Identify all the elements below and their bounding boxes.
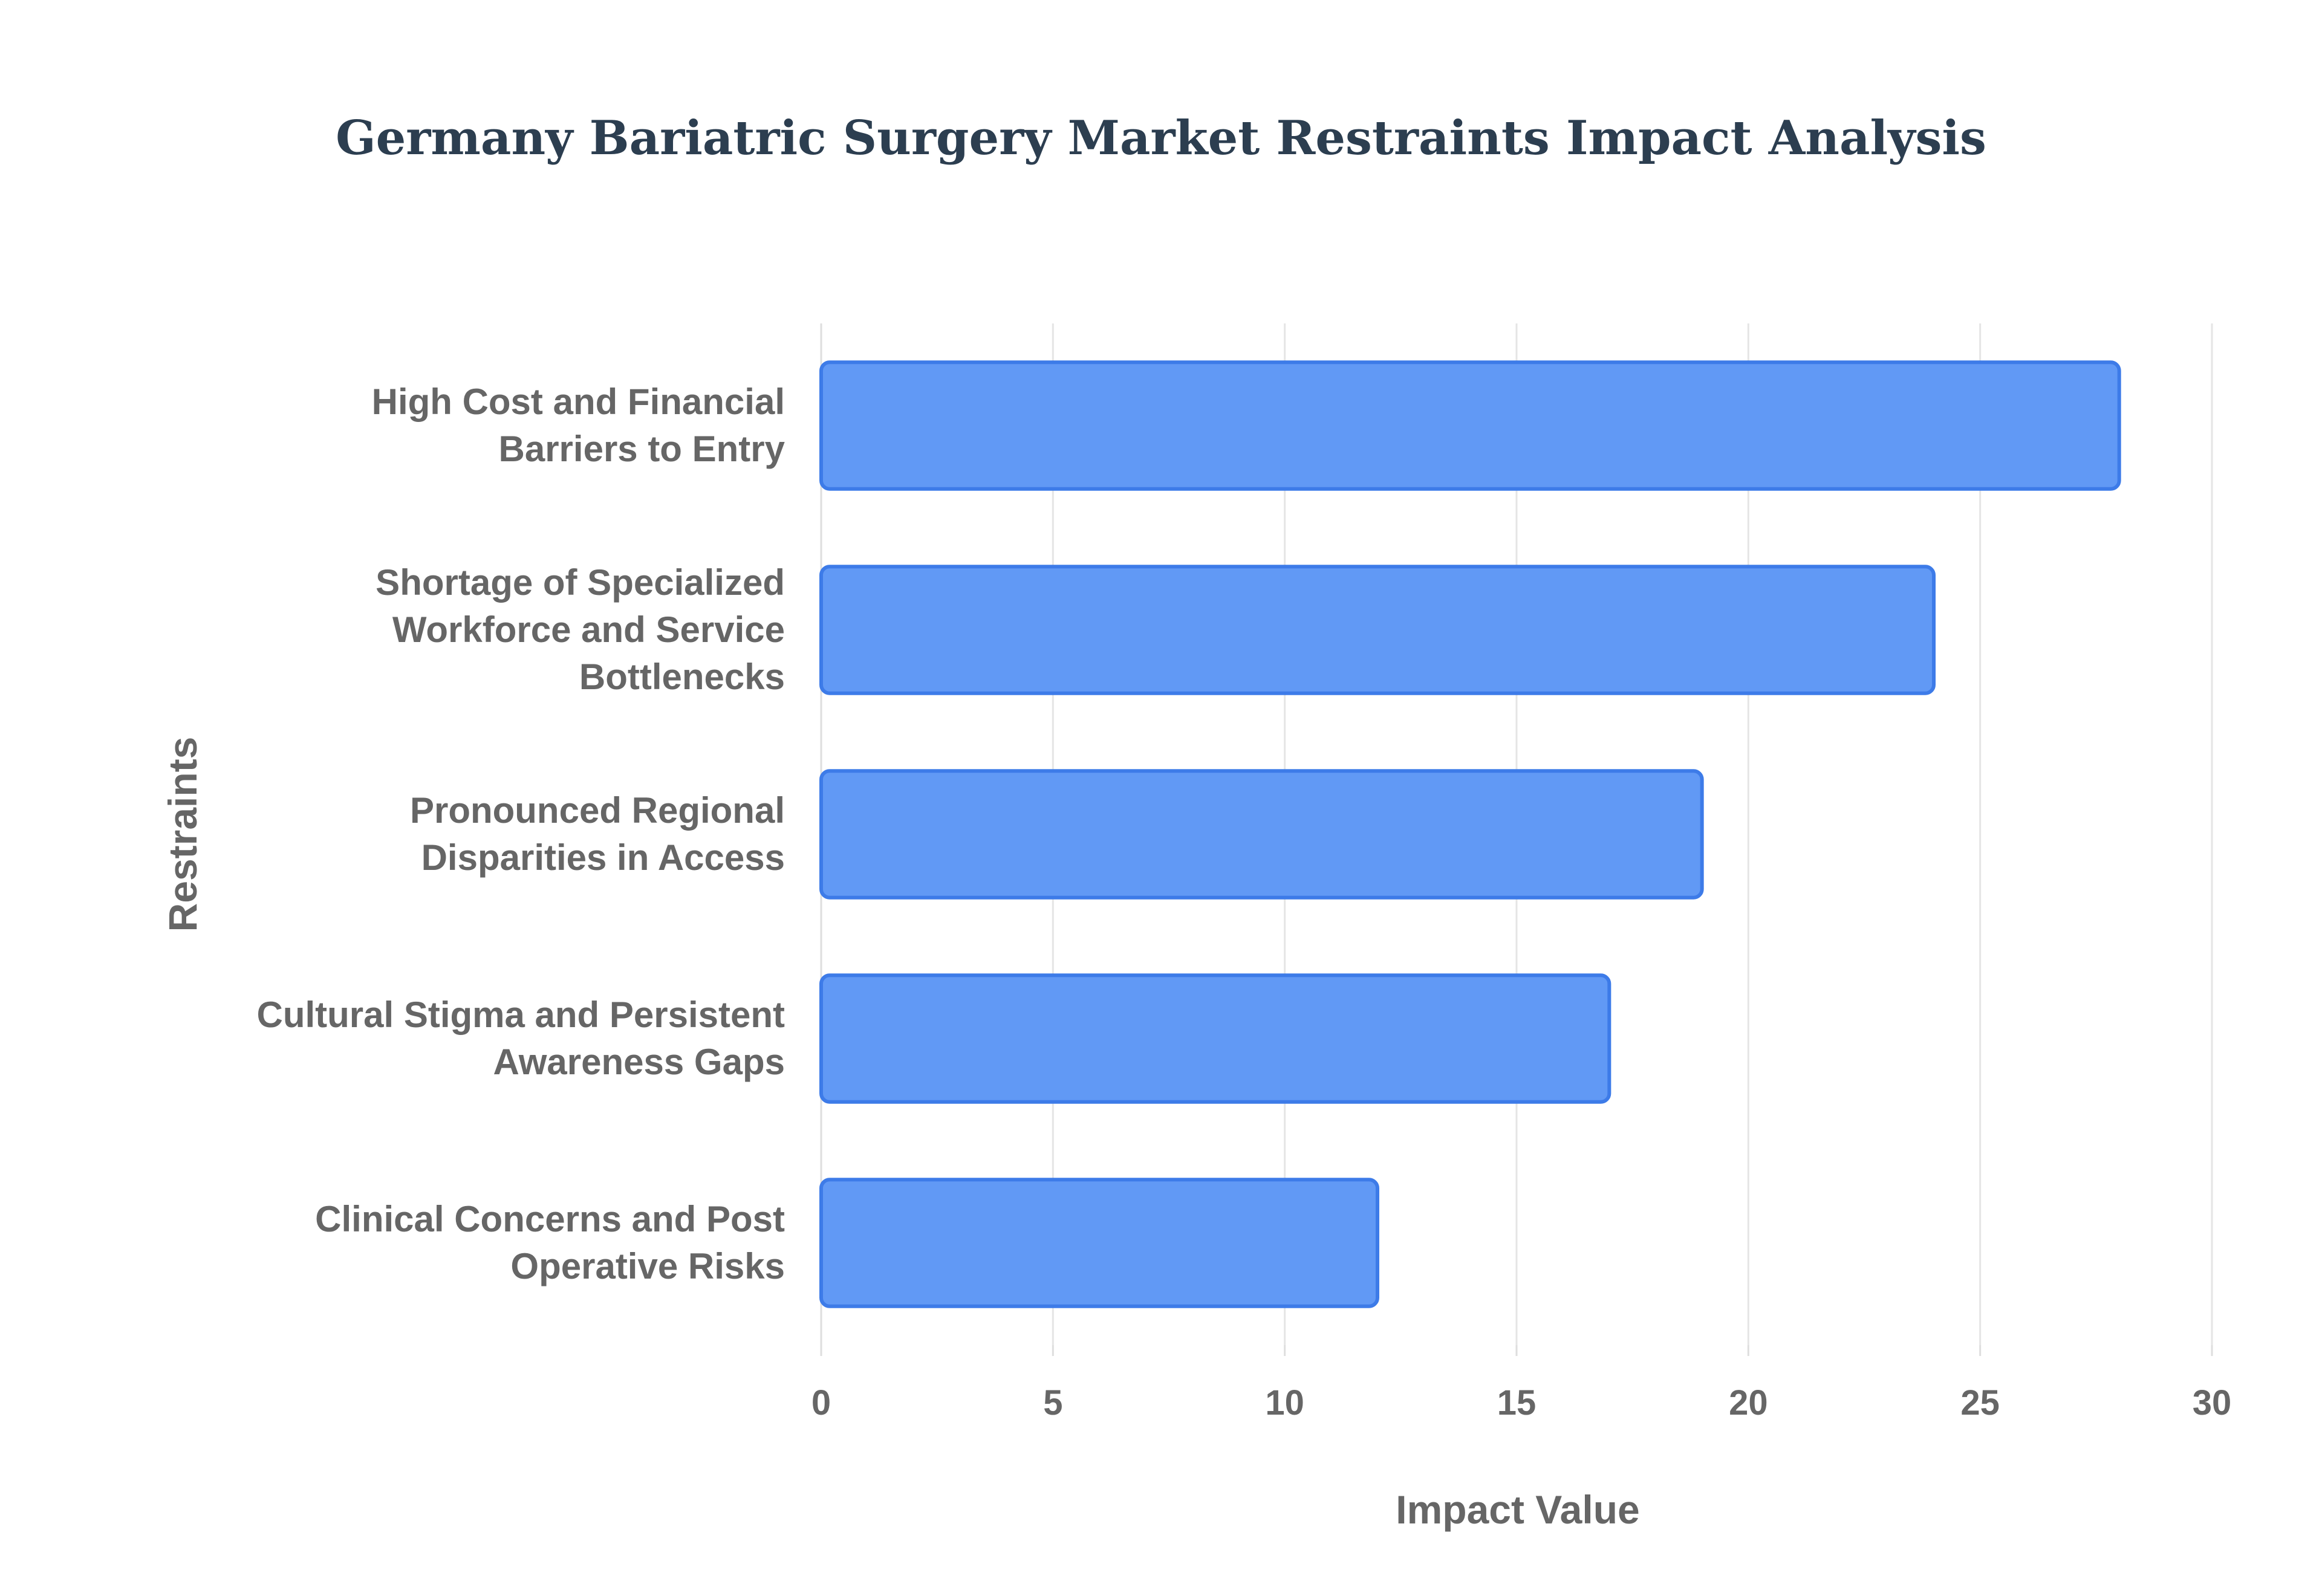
bar [819,769,1704,900]
category-label: Pronounced Regional Disparities in Access [410,790,785,878]
x-tick-label: 15 [1497,1383,1537,1422]
category-labels: High Cost and Financial Barriers to Entry… [256,381,785,1286]
x-tick-labels: 0 5 10 15 20 25 30 [811,1383,2231,1422]
x-tick-label: 25 [1960,1383,2000,1422]
x-tick-label: 5 [1043,1383,1062,1422]
bar [819,973,1611,1104]
bar [819,360,2121,491]
chart-title: Germany Bariatric Surgery Market Restrai… [336,111,1986,166]
category-label: Clinical Concerns and Post Operative Risk… [315,1199,785,1286]
x-tick-label: 30 [2193,1383,2232,1422]
bars [819,360,2121,1308]
bar [819,565,1936,695]
category-label: Shortage of Specialized Workforce and Ser… [376,562,785,697]
x-tick-label: 0 [811,1383,831,1422]
category-label: High Cost and Financial Barriers to Entry [372,381,785,469]
y-axis-title: Restraints [160,737,205,932]
x-axis-title: Impact Value [1396,1487,1640,1532]
x-tick-label: 20 [1729,1383,1768,1422]
x-tick-label: 10 [1265,1383,1304,1422]
bar [819,1178,1379,1308]
category-label: Cultural Stigma and Persistent Awareness … [256,994,785,1082]
